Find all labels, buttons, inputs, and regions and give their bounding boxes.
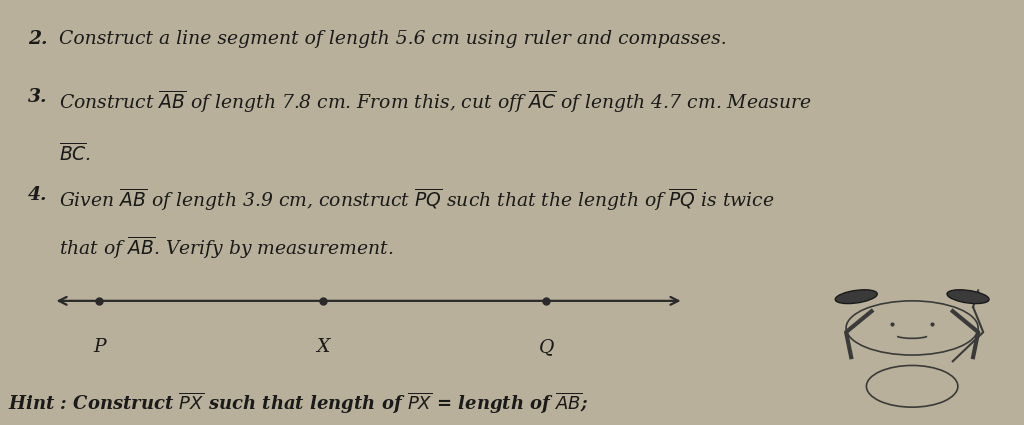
- Ellipse shape: [836, 290, 878, 303]
- Text: Q: Q: [539, 338, 554, 357]
- Text: 2.: 2.: [29, 30, 48, 48]
- Text: Construct $\overline{AB}$ of length 7.8 cm. From this, cut off $\overline{AC}$ o: Construct $\overline{AB}$ of length 7.8 …: [58, 88, 811, 115]
- Text: X: X: [316, 338, 330, 357]
- Text: Hint : Construct $\overline{PX}$ such that length of $\overline{PX}$ = length of: Hint : Construct $\overline{PX}$ such th…: [8, 391, 588, 416]
- Text: that of $\overline{AB}$. Verify by measurement.: that of $\overline{AB}$. Verify by measu…: [58, 234, 393, 261]
- Text: Construct a line segment of length 5.6 cm using ruler and compasses.: Construct a line segment of length 5.6 c…: [58, 30, 726, 48]
- Text: P: P: [93, 338, 105, 357]
- Ellipse shape: [947, 290, 989, 303]
- Text: Given $\overline{AB}$ of length 3.9 cm, construct $\overline{PQ}$ such that the : Given $\overline{AB}$ of length 3.9 cm, …: [58, 186, 774, 213]
- Text: 4.: 4.: [29, 186, 48, 204]
- Text: 3.: 3.: [29, 88, 48, 106]
- Text: $\overline{BC}$.: $\overline{BC}$.: [58, 142, 91, 165]
